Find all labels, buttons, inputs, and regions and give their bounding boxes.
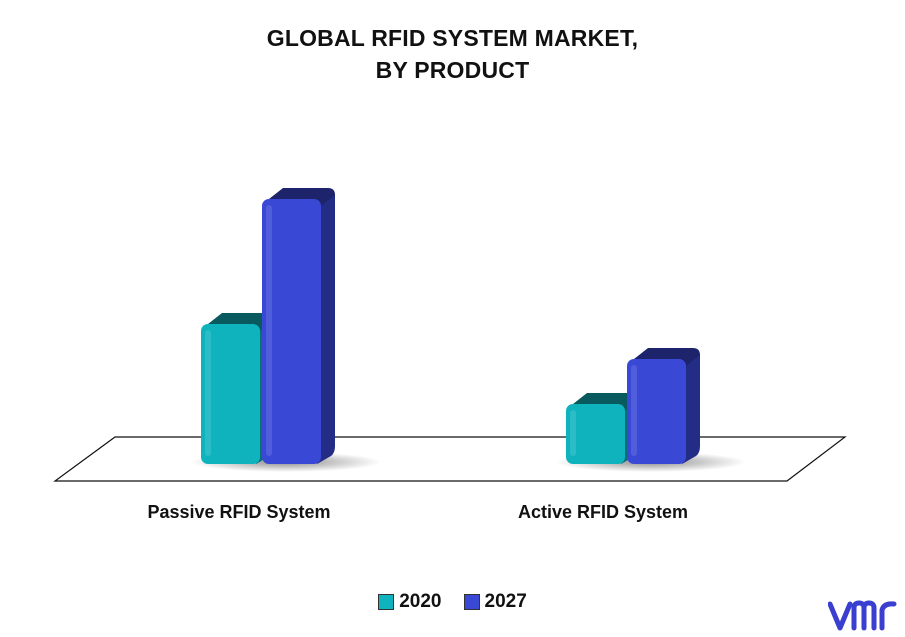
legend-swatch-2027 <box>463 594 480 610</box>
legend-swatch-2020 <box>378 594 395 610</box>
legend: 2020 2027 <box>0 591 905 613</box>
chart-title-line-1: GLOBAL RFID SYSTEM MARKET, <box>266 25 639 51</box>
legend-item-2027: 2027 <box>463 591 527 613</box>
legend-label-2020: 2020 <box>399 591 442 612</box>
chart-title-line-2: BY PRODUCT <box>375 57 530 83</box>
bar-2027-1 <box>627 348 700 464</box>
chart-title: GLOBAL RFID SYSTEM MARKET, BY PRODUCT <box>0 22 905 86</box>
bar-2027-0 <box>262 188 335 464</box>
bars-layer <box>191 188 746 472</box>
legend-label-2027: 2027 <box>484 591 527 612</box>
vmr-logo-icon <box>828 600 897 631</box>
category-label-passive: Passive RFID System <box>147 502 330 522</box>
legend-item-2020: 2020 <box>378 591 442 613</box>
category-label-active: Active RFID System <box>518 502 688 522</box>
